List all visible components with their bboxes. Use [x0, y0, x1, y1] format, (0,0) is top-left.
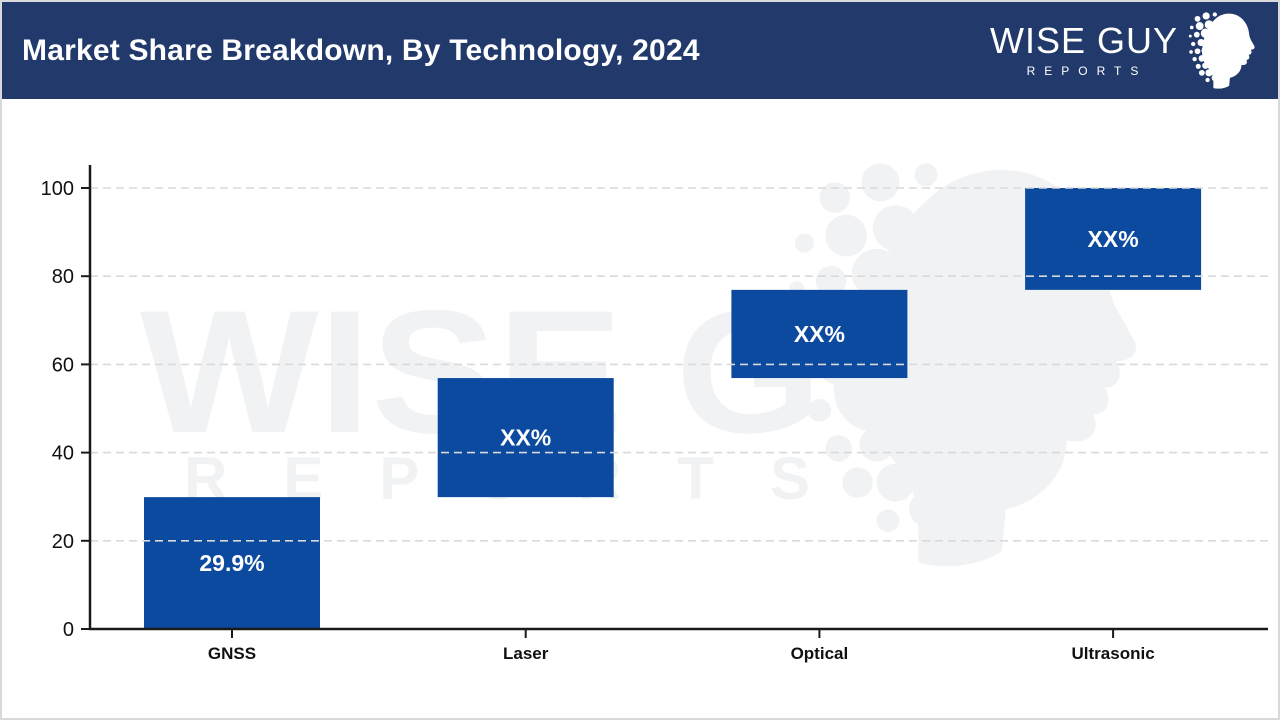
bar-optical — [731, 289, 908, 379]
bars — [144, 188, 1202, 629]
brand-subtitle: REPORTS — [1026, 64, 1148, 78]
y-tick-label: 60 — [52, 354, 74, 376]
brand-logo-text: WISE GUY REPORTS — [989, 20, 1178, 79]
brand-head-icon — [1188, 12, 1255, 89]
bar-labels: 29.9% XX% XX% XX% — [199, 226, 1138, 576]
bar-ultrasonic — [1025, 188, 1202, 290]
gridlines — [90, 187, 1268, 542]
axes: 0 20 40 60 80 100 GNSS Laser Optical Ultrasonic — [41, 165, 1268, 663]
x-tick-label-ultrasonic: Ultrasonic — [1072, 644, 1155, 663]
bar-laser — [437, 378, 614, 498]
y-tick-label: 100 — [41, 178, 74, 200]
x-tick-label-gnss: GNSS — [208, 644, 256, 663]
bar-gnss — [144, 497, 320, 629]
x-tick-label-optical: Optical — [791, 644, 849, 663]
bar-label-laser: XX% — [500, 425, 551, 451]
y-tick-label: 80 — [52, 266, 74, 288]
y-tick-label: 20 — [52, 531, 74, 553]
bar-label-gnss: 29.9% — [199, 550, 264, 576]
y-tick-label: 0 — [63, 619, 74, 641]
page-title: Market Share Breakdown, By Technology, 2… — [22, 33, 700, 67]
brand-logo: WISE GUY REPORTS — [990, 10, 1258, 91]
x-tick-label-laser: Laser — [503, 644, 549, 663]
bar-label-ultrasonic: XX% — [1088, 226, 1139, 252]
bar-label-optical: XX% — [794, 321, 845, 347]
header: Market Share Breakdown, By Technology, 2… — [2, 2, 1278, 99]
y-tick-label: 40 — [52, 443, 74, 465]
brand-wordmark: WISE GUY — [989, 20, 1178, 61]
